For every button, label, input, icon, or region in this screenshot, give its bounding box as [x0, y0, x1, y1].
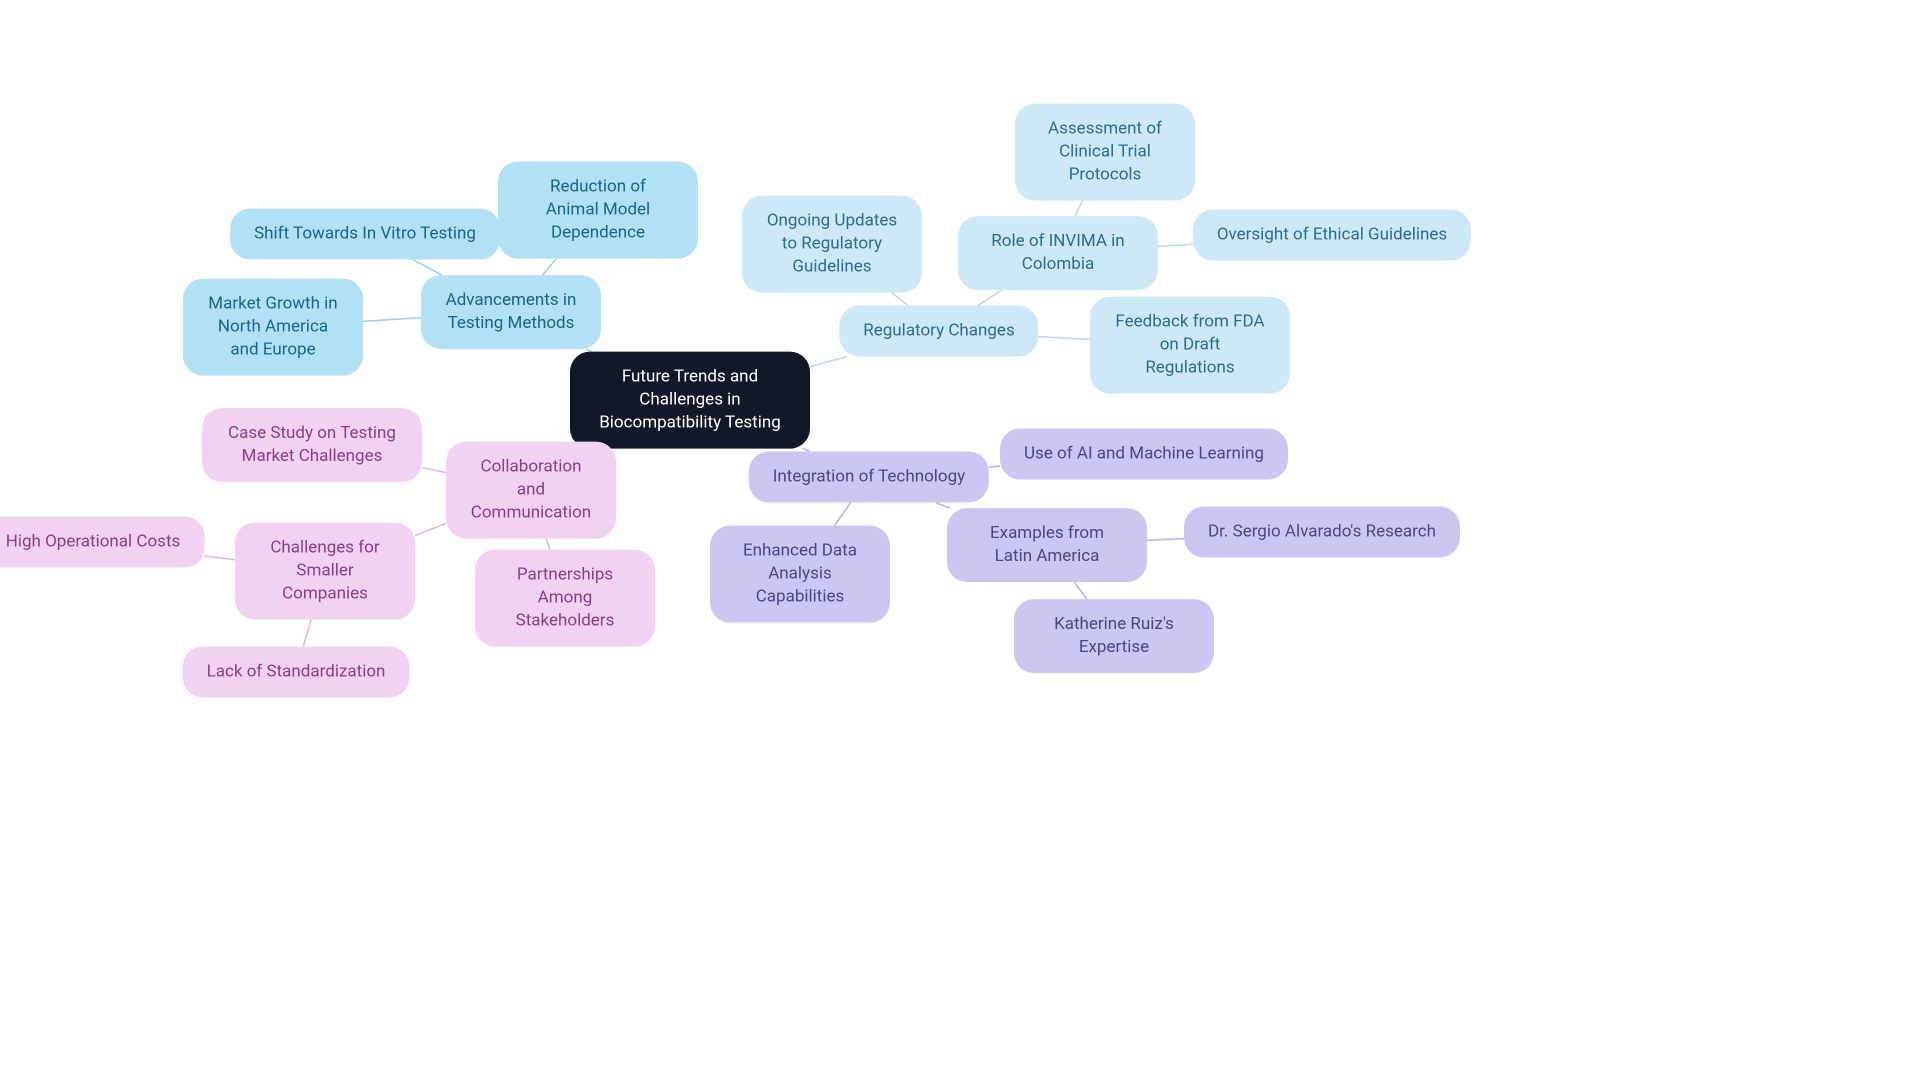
- edge-tech-tech_examples: [936, 502, 951, 508]
- node-tech_examples: Examples from Latin America: [947, 508, 1147, 582]
- edge-tech_examples-tech_sergio: [1147, 539, 1184, 541]
- edge-collab_small-collab_cost: [204, 556, 235, 560]
- edge-reg-reg_updates: [892, 292, 908, 305]
- node-collab_partner: Partnerships Among Stakeholders: [475, 550, 655, 647]
- node-tech: Integration of Technology: [749, 452, 989, 503]
- node-adv_shift: Shift Towards In Vitro Testing: [230, 209, 500, 260]
- edge-reg_role-reg_assess: [1075, 200, 1082, 216]
- node-reg_assess: Assessment of Clinical Trial Protocols: [1015, 104, 1195, 201]
- edge-tech_examples-tech_ruiz: [1074, 582, 1087, 599]
- node-collab_case: Case Study on Testing Market Challenges: [202, 408, 422, 482]
- node-center: Future Trends and Challenges in Biocompa…: [570, 352, 810, 449]
- edge-tech-tech_ai: [989, 466, 1000, 467]
- node-tech_data: Enhanced Data Analysis Capabilities: [710, 526, 890, 623]
- edge-reg-reg_role: [978, 290, 1002, 306]
- node-adv_market: Market Growth in North America and Europ…: [183, 279, 363, 376]
- node-tech_sergio: Dr. Sergio Alvarado's Research: [1184, 507, 1460, 558]
- edge-center-reg: [810, 356, 847, 366]
- node-collab: Collaboration and Communication: [446, 442, 616, 539]
- node-reg: Regulatory Changes: [839, 306, 1038, 357]
- node-tech_ruiz: Katherine Ruiz's Expertise: [1014, 599, 1214, 673]
- edge-adv-adv_reduce: [543, 258, 557, 275]
- edge-adv-adv_shift: [413, 259, 442, 275]
- node-adv: Advancements in Testing Methods: [421, 275, 601, 349]
- node-reg_updates: Ongoing Updates to Regulatory Guidelines: [742, 196, 922, 293]
- node-collab_small: Challenges for Smaller Companies: [235, 523, 415, 620]
- node-adv_reduce: Reduction of Animal Model Dependence: [498, 162, 698, 259]
- edge-collab-collab_small: [415, 523, 446, 535]
- edge-adv-adv_market: [363, 318, 421, 322]
- edge-tech-tech_data: [834, 502, 850, 525]
- node-reg_ethical: Oversight of Ethical Guidelines: [1193, 210, 1471, 261]
- edge-collab-collab_partner: [546, 538, 550, 549]
- edge-collab-collab_case: [422, 468, 446, 473]
- node-collab_cost: High Operational Costs: [0, 517, 204, 568]
- edge-collab_small-collab_std: [303, 619, 311, 646]
- edge-reg_role-reg_ethical: [1158, 244, 1193, 246]
- edge-reg-reg_fda: [1039, 337, 1090, 340]
- node-collab_std: Lack of Standardization: [183, 647, 410, 698]
- node-reg_role: Role of INVIMA in Colombia: [958, 216, 1158, 290]
- node-reg_fda: Feedback from FDA on Draft Regulations: [1090, 297, 1290, 394]
- node-tech_ai: Use of AI and Machine Learning: [1000, 429, 1288, 480]
